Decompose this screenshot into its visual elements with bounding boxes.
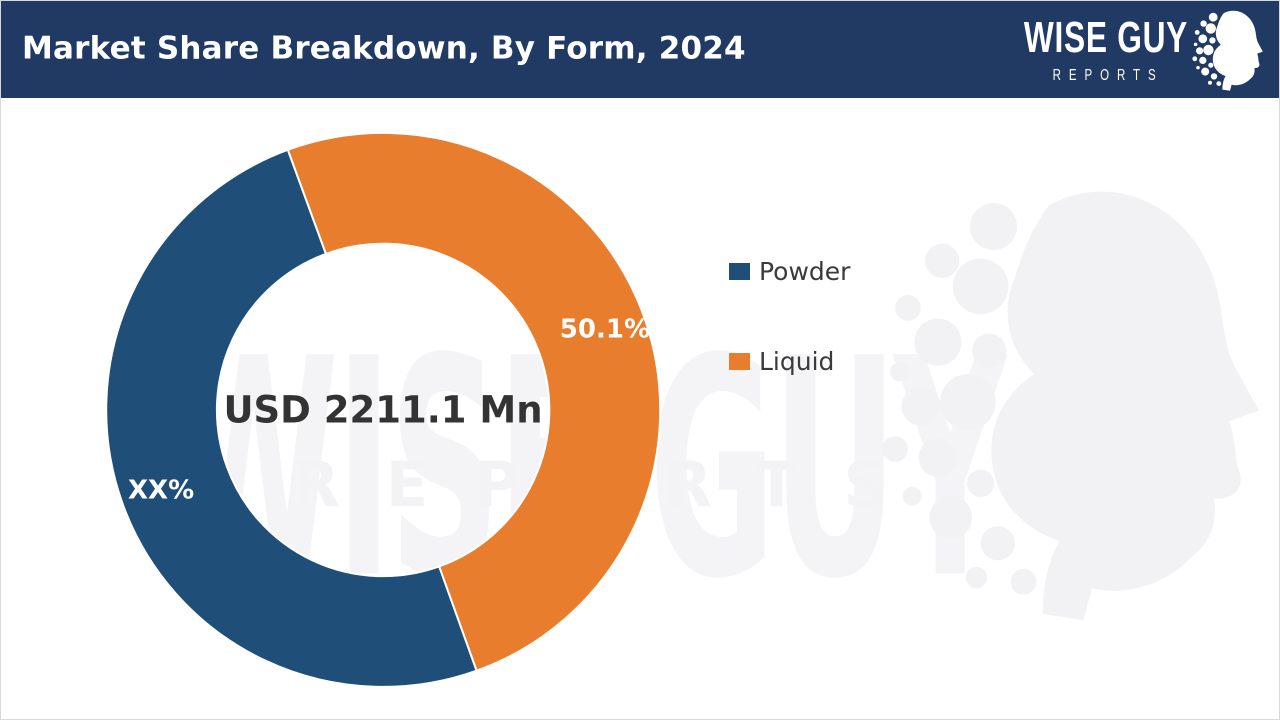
legend-swatch-liquid bbox=[729, 352, 750, 370]
donut-slice-powder bbox=[105, 148, 478, 688]
donut-chart: 50.1% XX% USD 2211.1 Mn bbox=[105, 131, 662, 688]
chart-area: WISE GUY REPORTS 50.1%XX%USD 2211.1 Mn P… bbox=[0, 98, 1280, 720]
legend-label-liquid: Liquid bbox=[759, 346, 835, 376]
slice-label-powder: XX% bbox=[128, 475, 194, 505]
donut-slice-liquid bbox=[286, 131, 662, 672]
legend: Powder Liquid bbox=[729, 250, 850, 430]
legend-item-liquid: Liquid bbox=[729, 340, 850, 382]
watermark-head-icon bbox=[848, 166, 1276, 638]
page-title: Market Share Breakdown, By Form, 2024 bbox=[22, 30, 746, 67]
logo-wordmark: WISE GUY bbox=[1023, 12, 1188, 62]
wise-guy-logo: WISE GUY REPORTS bbox=[960, 6, 1266, 94]
legend-item-powder: Powder bbox=[729, 250, 850, 292]
legend-swatch-powder bbox=[729, 262, 750, 280]
donut-center-label: USD 2211.1 Mn bbox=[223, 389, 542, 432]
logo-head-icon bbox=[1186, 6, 1266, 94]
header-bar: Market Share Breakdown, By Form, 2024 WI… bbox=[0, 0, 1280, 98]
logo-text: WISE GUY REPORTS bbox=[1023, 12, 1188, 85]
slice-label-liquid: 50.1% bbox=[560, 315, 650, 345]
logo-subtitle: REPORTS bbox=[1052, 66, 1164, 84]
legend-label-powder: Powder bbox=[759, 256, 851, 286]
